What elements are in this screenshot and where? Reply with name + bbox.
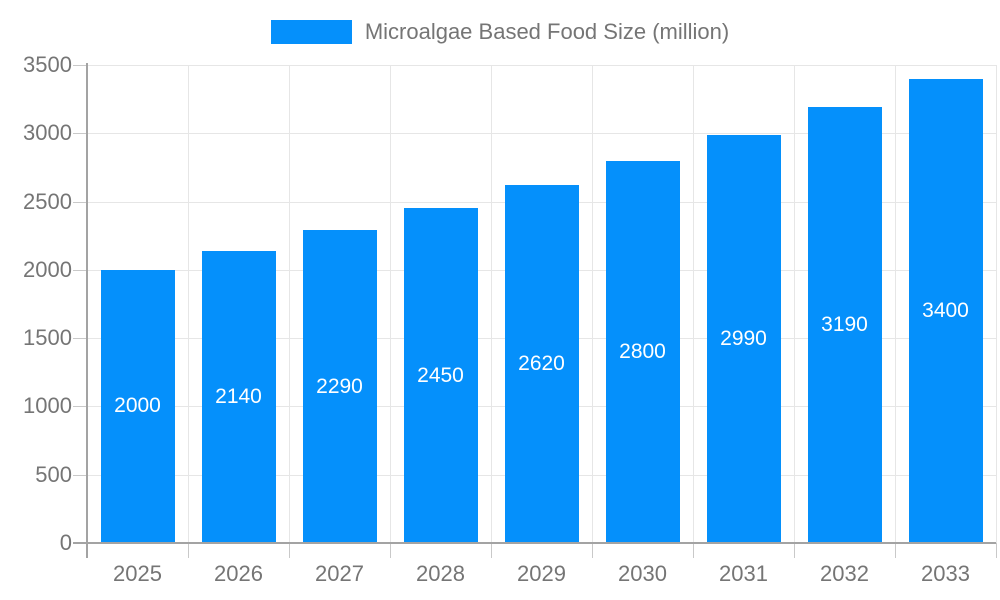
grid-line-v	[188, 65, 189, 543]
x-tick-label: 2030	[618, 561, 667, 586]
grid-line-v	[693, 65, 694, 543]
y-tick-label: 0	[59, 530, 72, 555]
x-axis-tick	[289, 543, 290, 558]
legend-label: Microalgae Based Food Size (million)	[364, 19, 730, 44]
y-tick-label: 1500	[23, 325, 72, 351]
grid-line-v	[491, 65, 492, 543]
x-axis-tick	[794, 543, 795, 558]
y-tick-label: 3500	[23, 52, 72, 77]
grid-line-v	[996, 65, 997, 543]
bar-value-label: 2290	[316, 374, 363, 398]
bar	[706, 134, 781, 542]
y-axis-tick	[73, 65, 87, 66]
x-tick-label: 2031	[719, 561, 768, 586]
x-axis-line	[73, 542, 996, 544]
y-axis-tick	[73, 338, 87, 340]
x-tick-label: 2032	[820, 561, 869, 586]
x-tick-label: 2027	[315, 561, 364, 586]
bar	[201, 250, 276, 542]
bar-value-label: 3400	[922, 298, 969, 322]
y-axis-tick	[73, 474, 87, 476]
bar	[605, 160, 680, 542]
grid-line-v	[390, 65, 391, 543]
bar-value-label: 2800	[619, 339, 666, 363]
x-axis-tick	[390, 543, 391, 558]
bar-value-label: 2000	[114, 394, 161, 418]
bar-value-label: 2140	[215, 384, 262, 408]
y-axis-tick	[73, 406, 87, 408]
y-axis-tick	[73, 201, 87, 203]
legend-swatch-icon	[270, 20, 352, 44]
chart-legend[interactable]: Microalgae Based Food Size (million)	[0, 19, 1000, 45]
x-tick-label: 2028	[416, 561, 465, 586]
grid-line-v	[794, 65, 795, 543]
bar	[807, 107, 882, 542]
bar	[908, 78, 983, 542]
grid-line-h	[87, 65, 996, 66]
y-tick-label: 2000	[23, 256, 72, 282]
y-axis-line	[86, 63, 88, 558]
bar	[504, 185, 579, 542]
x-axis-tick	[895, 543, 896, 558]
grid-line-v	[895, 65, 896, 543]
y-tick-label: 500	[35, 461, 72, 487]
x-tick-label: 2029	[517, 561, 566, 586]
bar-value-label: 2990	[720, 326, 767, 350]
y-axis-tick	[73, 133, 87, 135]
bar	[403, 208, 478, 542]
x-axis-tick	[592, 543, 593, 558]
x-axis-tick	[491, 543, 492, 558]
bar-value-label: 2620	[518, 352, 565, 376]
grid-line-v	[289, 65, 290, 543]
y-tick-label: 2500	[23, 188, 72, 214]
y-axis-tick	[73, 269, 87, 271]
x-tick-label: 2026	[214, 561, 263, 586]
x-tick-label: 2033	[921, 561, 970, 586]
grid-line-v	[592, 65, 593, 543]
y-tick-label: 1000	[23, 393, 72, 419]
y-tick-label: 3000	[23, 120, 72, 146]
x-axis-tick	[693, 543, 694, 558]
bar-value-label: 2450	[417, 363, 464, 387]
x-tick-label: 2025	[113, 561, 162, 586]
x-axis-tick	[996, 543, 997, 558]
bar	[302, 230, 377, 542]
x-axis-tick	[188, 543, 189, 558]
bar-value-label: 3190	[821, 313, 868, 337]
bar	[100, 269, 175, 542]
grid-line-h	[87, 133, 996, 135]
